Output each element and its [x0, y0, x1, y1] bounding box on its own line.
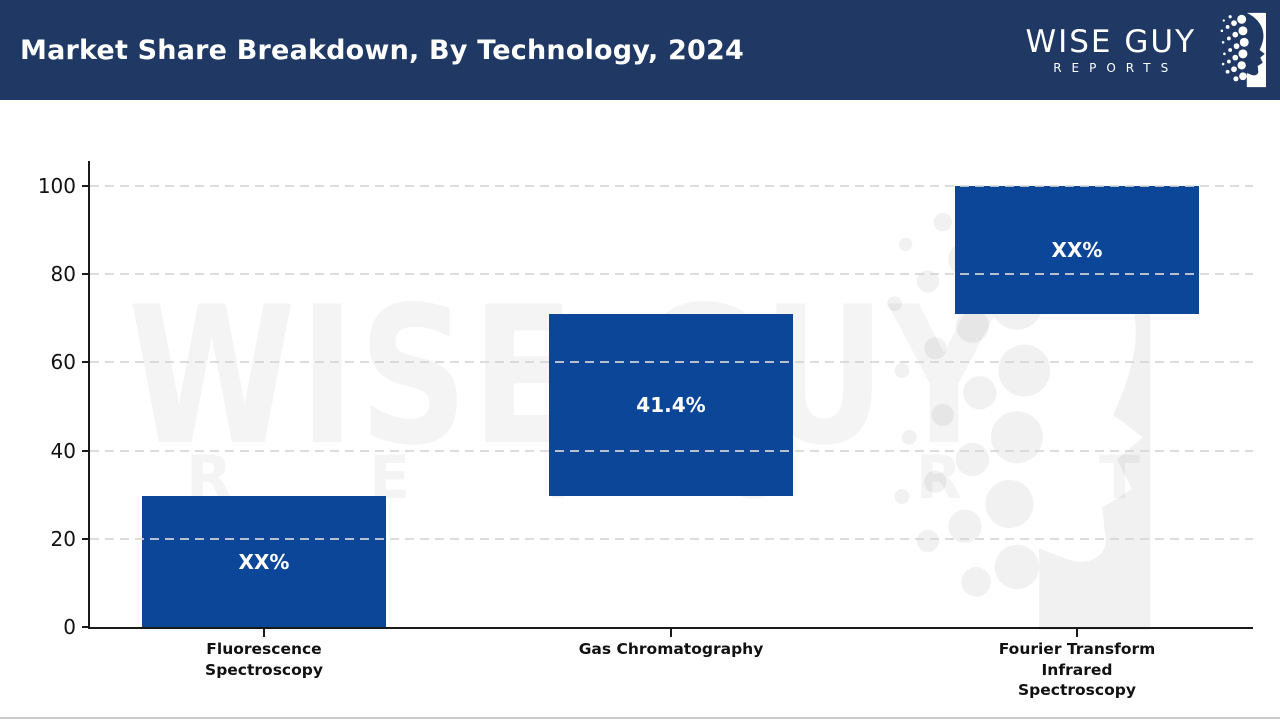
y-tick-mark: [82, 185, 90, 187]
y-tick-mark: [82, 273, 90, 276]
gridline-40: [90, 449, 1253, 452]
y-tick-mark: [82, 361, 90, 364]
x-tick-mark: [670, 629, 672, 637]
y-tick-label: 60: [50, 350, 76, 375]
gridline-80: [90, 273, 1253, 276]
x-category-label: Gas Chromatography: [579, 639, 764, 660]
bar-segment: [955, 186, 1199, 314]
y-tick-label: 0: [63, 615, 76, 639]
header-bar: Market Share Breakdown, By Technology, 2…: [0, 0, 1280, 100]
logo-text: WISE GUY REPORTS: [1025, 23, 1196, 75]
y-tick-mark: [82, 626, 90, 628]
bar-segment: [142, 496, 386, 627]
y-axis-line: [88, 161, 90, 629]
logo-sub-text: REPORTS: [1053, 60, 1179, 75]
y-tick-label: 80: [50, 262, 76, 287]
bar-value-label: XX%: [1051, 237, 1103, 262]
logo-brand-text: WISE GUY: [1025, 23, 1196, 60]
wiseguy-face-icon: [1220, 12, 1266, 88]
x-category-label: Fluorescence Spectroscopy: [205, 639, 323, 680]
x-tick-mark: [263, 629, 265, 637]
x-category-label-line: Infrared: [1041, 660, 1113, 679]
bar-segment: [549, 313, 793, 497]
bottom-divider: [0, 717, 1280, 719]
x-category-label: Fourier Transform Infrared Spectroscopy: [999, 639, 1156, 701]
x-category-label-line: Fluorescence: [206, 640, 322, 658]
x-category-label-line: Gas Chromatography: [578, 640, 764, 658]
y-tick-label: 100: [37, 174, 76, 198]
x-category-label-line: Spectroscopy: [1018, 681, 1136, 699]
gridline-100: [90, 185, 1253, 187]
wiseguy-reports-logo: WISE GUY REPORTS: [1025, 11, 1266, 89]
bar-value-label: 41.4%: [636, 393, 706, 418]
y-tick-mark: [82, 537, 90, 540]
gridline-20: [90, 537, 1253, 540]
page-title: Market Share Breakdown, By Technology, 2…: [20, 34, 745, 66]
bar-value-label: XX%: [238, 549, 290, 574]
gridline-60: [90, 361, 1253, 364]
y-tick-label: 40: [50, 438, 76, 463]
x-category-label-line: Fourier Transform: [998, 640, 1156, 658]
x-category-label-line: Spectroscopy: [205, 660, 323, 679]
y-tick-label: 20: [50, 526, 76, 551]
x-tick-mark: [1076, 629, 1078, 637]
y-tick-mark: [82, 449, 90, 452]
x-axis-line: [88, 627, 1253, 629]
